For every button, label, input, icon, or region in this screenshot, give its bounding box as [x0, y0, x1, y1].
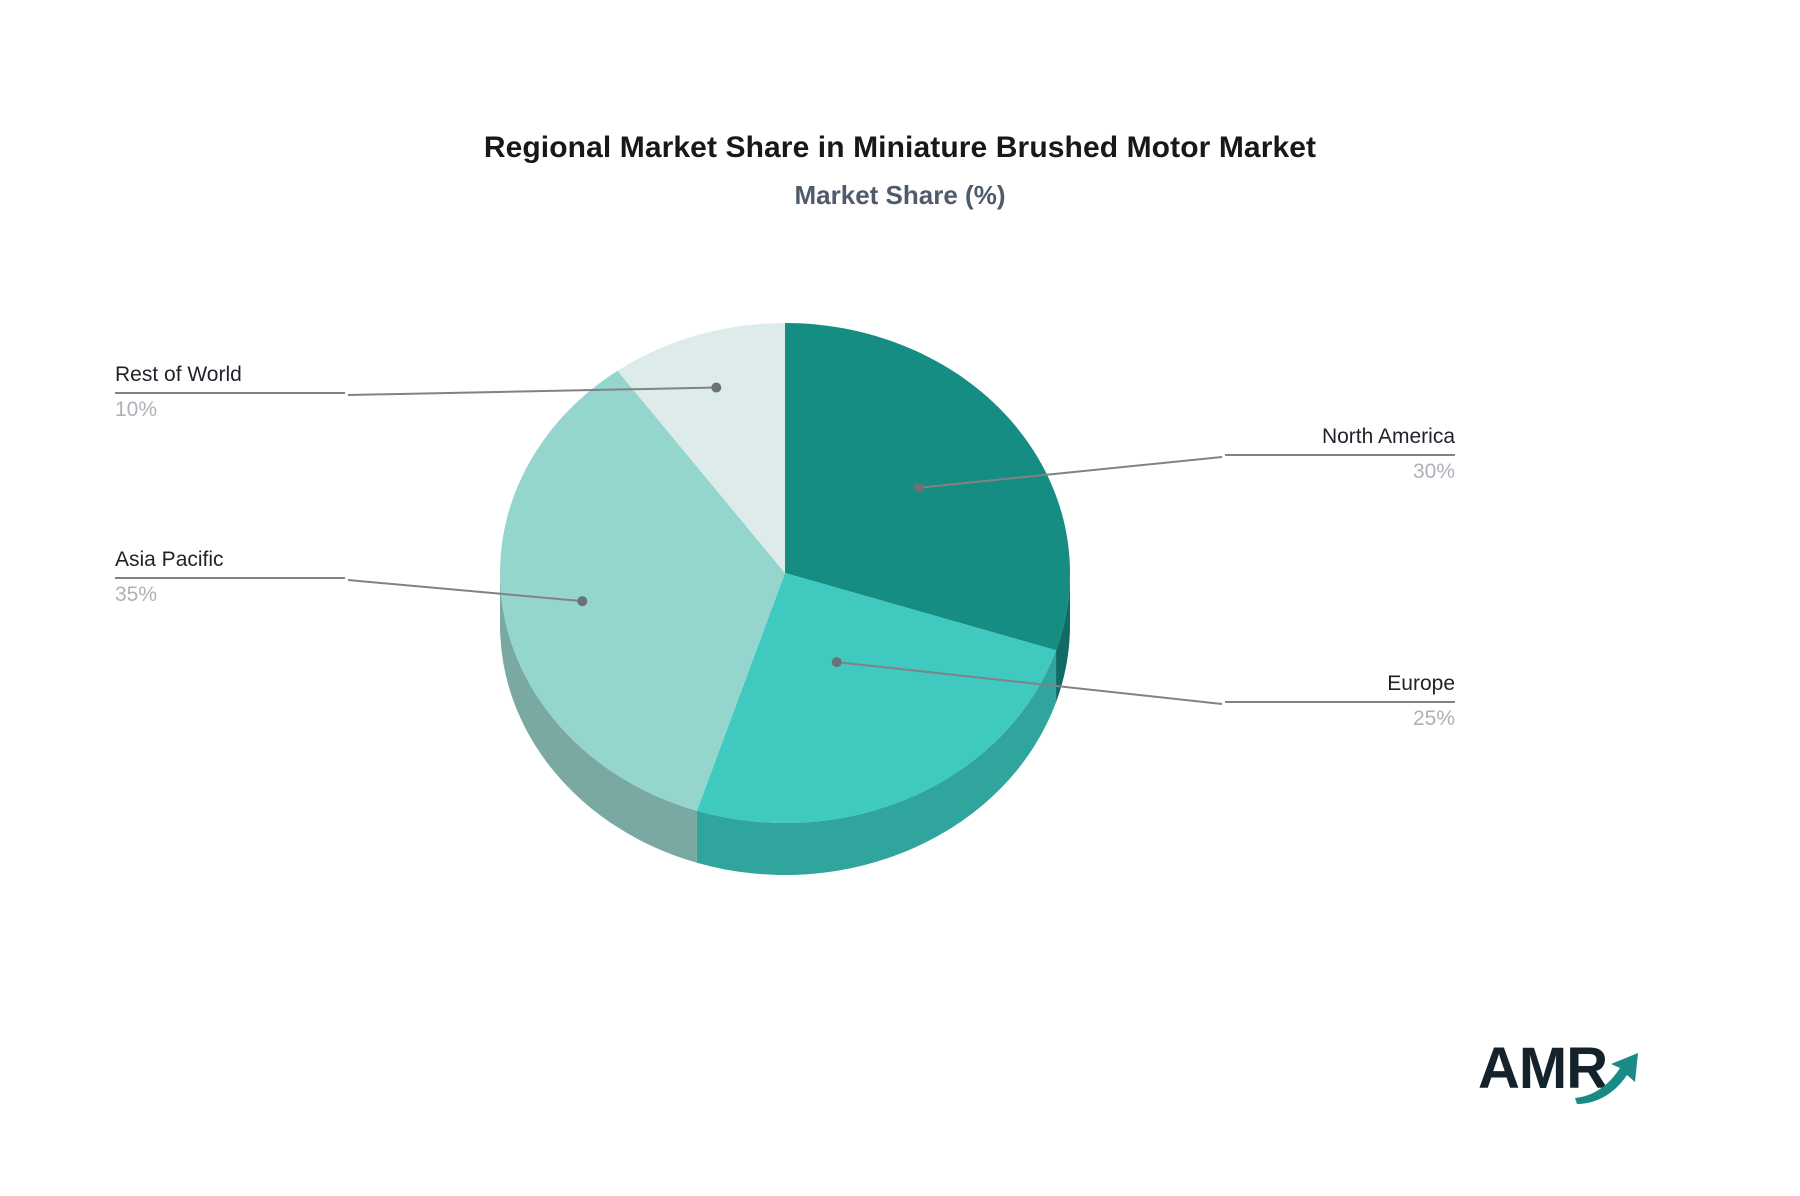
pie-slice-europe	[696, 573, 1057, 823]
chart-header: Regional Market Share in Miniature Brush…	[0, 130, 1800, 211]
callout-rule	[1225, 701, 1455, 704]
callout-label: Rest of World	[115, 363, 242, 386]
leader-dot-north-america	[913, 482, 924, 493]
leader-line-asia-pacific	[347, 579, 583, 603]
pie-slice-side-asia-pacific	[500, 570, 697, 863]
pie-slice-side-north-america	[1056, 575, 1070, 703]
callout-value: 35%	[115, 583, 158, 607]
callout-rule	[115, 577, 345, 580]
leader-dot-asia-pacific	[577, 596, 588, 607]
pie-slice-rest-of-world	[617, 323, 785, 573]
leader-line-europe	[836, 661, 1223, 705]
amr-logo-svg: AMR	[1478, 1036, 1638, 1104]
pie-slice-side-europe	[696, 650, 1057, 875]
callout-rest-of-world: Rest of World 10%	[115, 362, 345, 424]
leader-line-rest-of-world	[347, 386, 717, 396]
pie-slices	[500, 323, 1070, 823]
pie-3d-sides	[500, 570, 1070, 875]
callout-label: Asia Pacific	[115, 548, 224, 571]
leader-dot-rest-of-world	[711, 382, 722, 393]
amr-logo: AMR	[1478, 1035, 1648, 1105]
leader-dot-europe	[831, 657, 842, 668]
leader-line-north-america	[918, 456, 1223, 489]
chart-title: Regional Market Share in Miniature Brush…	[483, 131, 1317, 164]
growth-arrow-icon	[1575, 1053, 1638, 1104]
callout-asia-pacific: Asia Pacific 35%	[115, 547, 345, 609]
callout-label: Europe	[1387, 672, 1455, 695]
callout-value: 10%	[115, 398, 158, 422]
leader-lines	[347, 382, 1223, 705]
callout-rule	[115, 392, 345, 395]
chart-subtitle: Market Share (%)	[794, 180, 1006, 210]
callout-rule	[1225, 454, 1455, 457]
pie-slice-asia-pacific	[500, 370, 785, 811]
callout-north-america: North America 30%	[1225, 424, 1455, 486]
callout-value: 25%	[1412, 707, 1455, 731]
callout-europe: Europe 25%	[1225, 671, 1455, 733]
amr-logo-wordmark: AMR	[1478, 1036, 1607, 1101]
callout-label: North America	[1321, 425, 1455, 448]
callout-value: 30%	[1412, 460, 1455, 484]
